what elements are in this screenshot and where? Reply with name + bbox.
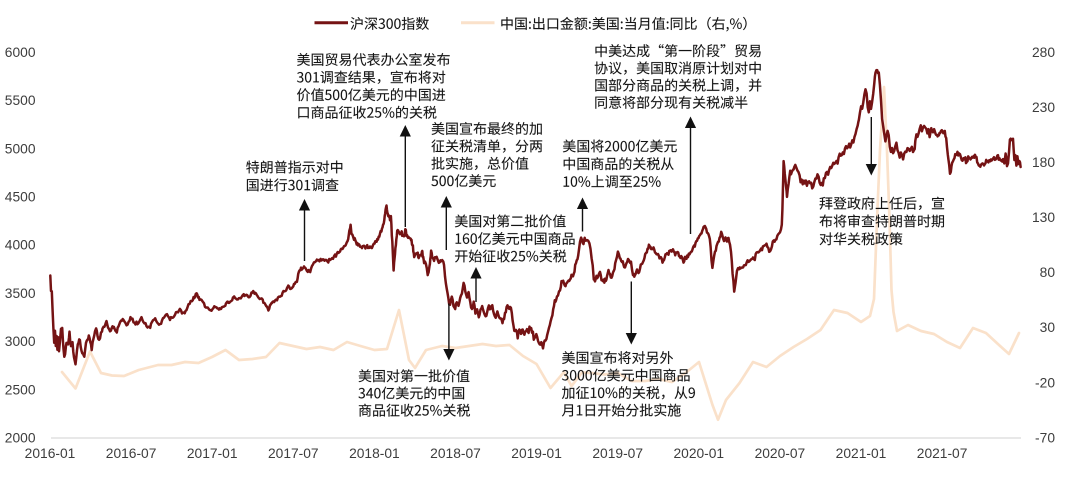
svg-text:2500: 2500 [5, 382, 36, 397]
svg-text:2016-07: 2016-07 [106, 446, 157, 461]
svg-text:2017-07: 2017-07 [268, 446, 319, 461]
svg-text:30: 30 [1040, 320, 1056, 335]
svg-text:-70: -70 [1035, 430, 1055, 445]
svg-text:2020-01: 2020-01 [673, 446, 724, 461]
svg-text:2018-07: 2018-07 [430, 446, 481, 461]
svg-text:2000: 2000 [5, 431, 36, 446]
svg-text:130: 130 [1032, 210, 1055, 225]
svg-text:2017-01: 2017-01 [187, 446, 238, 461]
svg-text:4500: 4500 [5, 190, 36, 205]
svg-text:5500: 5500 [5, 93, 36, 108]
svg-text:5000: 5000 [5, 141, 36, 156]
svg-text:280: 280 [1032, 45, 1055, 60]
svg-text:2021-01: 2021-01 [836, 446, 887, 461]
svg-text:2018-01: 2018-01 [349, 446, 400, 461]
svg-text:-20: -20 [1035, 375, 1055, 390]
svg-text:3500: 3500 [5, 286, 36, 301]
svg-text:2020-07: 2020-07 [755, 446, 806, 461]
svg-text:80: 80 [1040, 265, 1056, 280]
svg-text:2021-07: 2021-07 [917, 446, 968, 461]
svg-text:2016-01: 2016-01 [25, 446, 76, 461]
svg-text:230: 230 [1032, 100, 1055, 115]
svg-text:2019-01: 2019-01 [511, 446, 562, 461]
svg-text:4000: 4000 [5, 238, 36, 253]
svg-text:3000: 3000 [5, 334, 36, 349]
svg-text:180: 180 [1032, 155, 1055, 170]
svg-text:6000: 6000 [5, 45, 36, 60]
svg-text:2019-07: 2019-07 [592, 446, 643, 461]
